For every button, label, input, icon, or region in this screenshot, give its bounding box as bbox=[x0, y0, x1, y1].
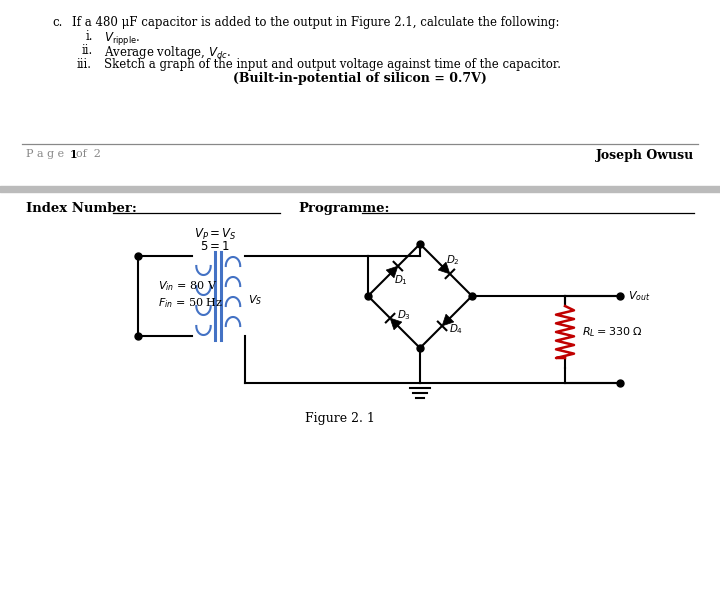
Text: $D_2$: $D_2$ bbox=[446, 253, 460, 267]
Text: $D_3$: $D_3$ bbox=[397, 308, 411, 322]
Text: ii.: ii. bbox=[82, 44, 94, 57]
Text: $F_{in}$ = 50 Hz: $F_{in}$ = 50 Hz bbox=[158, 296, 224, 310]
Text: $D_1$: $D_1$ bbox=[394, 273, 408, 287]
Polygon shape bbox=[442, 314, 454, 326]
Text: i.: i. bbox=[86, 30, 94, 43]
Text: Programme:: Programme: bbox=[298, 202, 390, 215]
Text: of  2: of 2 bbox=[76, 149, 101, 159]
Text: Average voltage, $V_{dc}$.: Average voltage, $V_{dc}$. bbox=[104, 44, 231, 61]
Polygon shape bbox=[386, 266, 398, 278]
Text: $V_S$: $V_S$ bbox=[248, 293, 262, 307]
Text: $D_4$: $D_4$ bbox=[449, 322, 463, 336]
Text: If a 480 μF capacitor is added to the output in Figure 2.1, calculate the follow: If a 480 μF capacitor is added to the ou… bbox=[72, 16, 559, 29]
Text: $V_{out}$: $V_{out}$ bbox=[628, 289, 651, 303]
Text: $R_L = 330\ \Omega$: $R_L = 330\ \Omega$ bbox=[582, 325, 643, 339]
Text: (Built-in-potential of silicon = 0.7V): (Built-in-potential of silicon = 0.7V) bbox=[233, 72, 487, 85]
Text: $V_{\rm ripple}$.: $V_{\rm ripple}$. bbox=[104, 30, 140, 47]
Text: $V_P = V_S$: $V_P = V_S$ bbox=[194, 226, 237, 242]
Text: c.: c. bbox=[52, 16, 63, 29]
Text: Index Number:: Index Number: bbox=[26, 202, 137, 215]
Text: Sketch a graph of the input and output voltage against time of the capacitor.: Sketch a graph of the input and output v… bbox=[104, 58, 561, 71]
Text: Joseph Owusu: Joseph Owusu bbox=[595, 149, 694, 162]
Text: Figure 2. 1: Figure 2. 1 bbox=[305, 412, 375, 425]
Polygon shape bbox=[390, 318, 402, 330]
Text: iii.: iii. bbox=[77, 58, 92, 71]
Text: P a g e: P a g e bbox=[26, 149, 64, 159]
Text: 1: 1 bbox=[70, 149, 78, 160]
Text: $5 = 1$: $5 = 1$ bbox=[200, 240, 230, 254]
Text: $V_{in}$ = 80 V: $V_{in}$ = 80 V bbox=[158, 279, 217, 293]
Polygon shape bbox=[438, 262, 450, 274]
